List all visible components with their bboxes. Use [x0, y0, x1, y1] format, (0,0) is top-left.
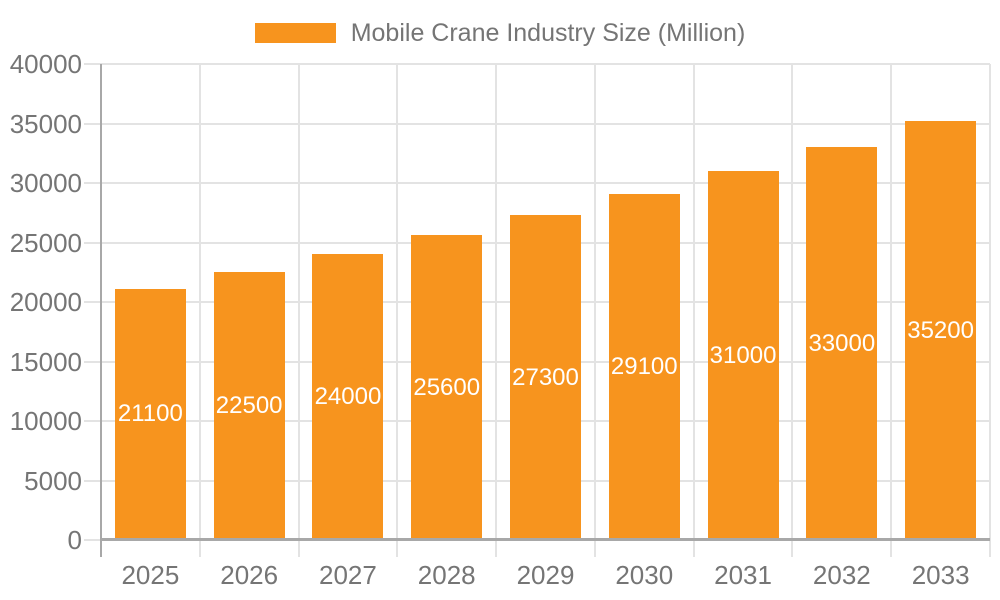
- legend-swatch: [254, 23, 336, 43]
- y-tick-label: 5000: [24, 465, 82, 496]
- x-tick-label: 2028: [417, 560, 476, 590]
- bar-2027: [312, 254, 384, 540]
- y-gridline: [84, 182, 990, 184]
- bar-value-label: 35200: [907, 316, 974, 344]
- bar-value-label: 21100: [117, 400, 183, 428]
- bar-value-label: 33000: [808, 329, 876, 357]
- bar-value-label: 22500: [215, 392, 283, 420]
- bar-2028: [411, 235, 483, 540]
- category-gridline: [692, 64, 695, 557]
- x-tick-label: 2027: [319, 560, 377, 590]
- y-tick-label: 25000: [9, 227, 82, 258]
- bar-value-label: 27300: [512, 363, 579, 391]
- bar-value-label: 31000: [709, 341, 777, 369]
- y-axis-line: [100, 64, 102, 557]
- x-tick-label: 2033: [911, 560, 970, 590]
- category-gridline: [791, 64, 794, 557]
- bar-2026: [213, 272, 285, 540]
- y-tick-label: 15000: [9, 346, 82, 377]
- bar-2029: [510, 215, 581, 540]
- bar-value-label: 29100: [610, 352, 678, 380]
- bar-2025: [114, 288, 186, 540]
- legend-item[interactable]: Mobile Crane Industry Size (Million): [254, 18, 746, 47]
- bar-2032: [806, 147, 878, 540]
- category-gridline: [593, 64, 596, 557]
- category-gridline: [297, 64, 300, 557]
- x-tick-label: 2026: [220, 560, 279, 590]
- x-axis-baseline: [100, 538, 990, 541]
- bar-value-label: 25600: [413, 373, 481, 401]
- bar-2030: [608, 193, 680, 540]
- y-axis-tick: [84, 539, 101, 541]
- category-gridline: [989, 64, 991, 557]
- category-gridline: [890, 64, 893, 557]
- bar-value-label: 24000: [314, 383, 382, 411]
- x-tick-label: 2025: [121, 560, 180, 590]
- legend-label: Mobile Crane Industry Size (Million): [350, 18, 746, 47]
- category-gridline: [396, 64, 399, 557]
- y-tick-label: 30000: [9, 168, 82, 198]
- x-tick-label: 2032: [812, 560, 871, 590]
- y-tick-label: 0: [67, 525, 82, 555]
- x-tick-label: 2029: [516, 560, 575, 590]
- y-tick-label: 20000: [9, 287, 82, 317]
- bar-2031: [707, 171, 779, 540]
- x-tick-label: 2030: [615, 560, 674, 590]
- x-tick-label: 2031: [714, 560, 772, 590]
- legend: Mobile Crane Industry Size (Million): [0, 20, 1000, 46]
- y-gridline: [84, 63, 990, 65]
- y-tick-label: 10000: [9, 406, 82, 436]
- category-gridline: [198, 64, 201, 557]
- bar-2033: [905, 121, 977, 540]
- y-gridline: [84, 122, 990, 125]
- y-tick-label: 35000: [9, 108, 82, 139]
- y-tick-label: 40000: [9, 49, 82, 79]
- category-gridline: [495, 64, 498, 557]
